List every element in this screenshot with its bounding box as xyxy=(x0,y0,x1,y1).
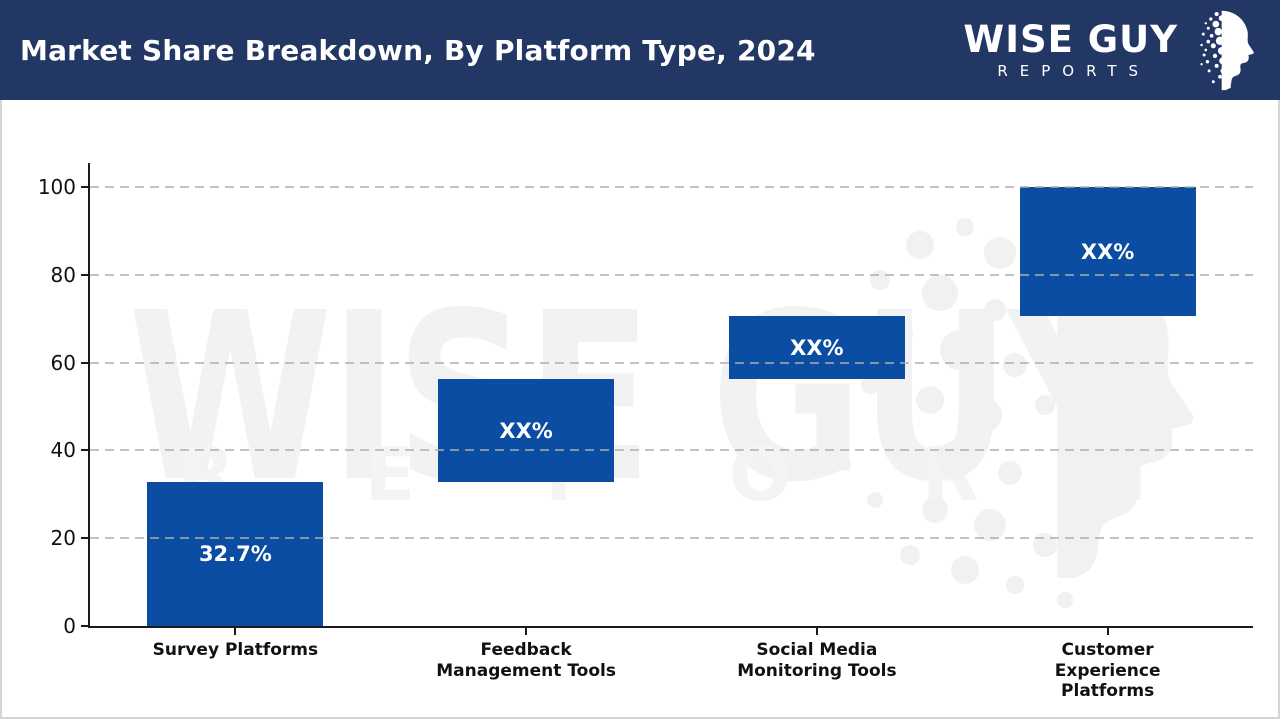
brand-logo: WISE GUY REPORTS xyxy=(963,6,1266,94)
logo-wordmark-line1: WISE GUY xyxy=(963,18,1178,61)
dotted-face-profile-icon xyxy=(1200,10,1254,91)
dotted-face-profile-watermark xyxy=(839,218,1194,608)
logo-wordmark-line2: REPORTS xyxy=(997,62,1151,80)
header-band: Market Share Breakdown, By Platform Type… xyxy=(0,0,1280,100)
logo-wordmark: WISE GUY REPORTS xyxy=(963,21,1178,79)
page-title: Market Share Breakdown, By Platform Type… xyxy=(20,33,816,67)
watermark-text-line1: WISE GUY xyxy=(128,263,1142,533)
